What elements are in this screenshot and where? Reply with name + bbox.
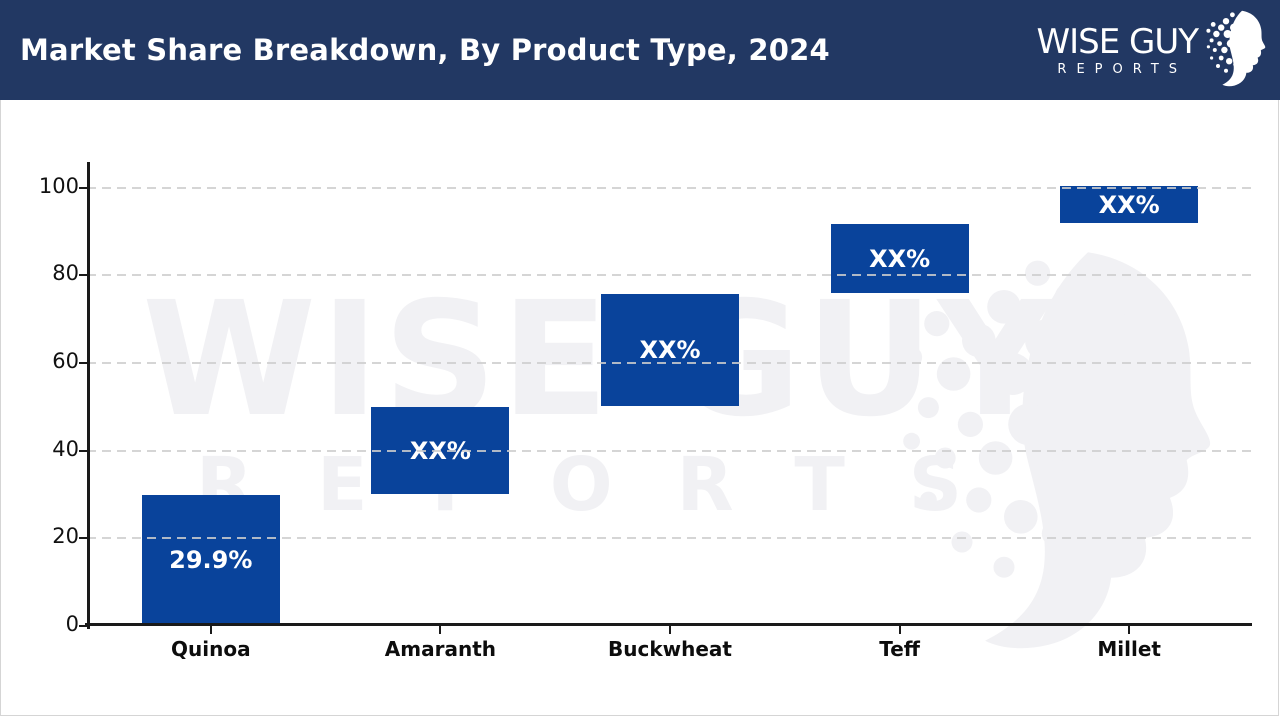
wise-guy-logo: WISE GUY REPORTS xyxy=(1036,8,1266,92)
logo-subtext: REPORTS xyxy=(1057,61,1188,77)
x-tick-millet xyxy=(1128,626,1131,634)
bar-value-label: 29.9% xyxy=(169,546,253,575)
x-category-label-amaranth: Amaranth xyxy=(384,637,496,661)
header: Market Share Breakdown, By Product Type,… xyxy=(0,0,1280,100)
x-category-label-millet: Millet xyxy=(1097,637,1161,661)
y-tick-label-100: 100 xyxy=(38,173,79,198)
y-axis-line xyxy=(87,162,90,629)
gridline-y-60 xyxy=(87,361,1252,364)
x-tick-teff xyxy=(898,626,901,634)
bar-value-label: XX% xyxy=(869,244,931,273)
y-tick-20 xyxy=(79,537,87,540)
x-category-label-quinoa: Quinoa xyxy=(171,637,251,661)
bar-value-label: XX% xyxy=(1098,190,1160,219)
watermark-subtext: REPORTS xyxy=(196,442,1027,528)
gridline-y-100 xyxy=(87,186,1252,189)
y-tick-label-20: 20 xyxy=(52,524,79,549)
logo-wordmark: WISE GUY xyxy=(1036,21,1199,62)
x-category-label-teff: Teff xyxy=(879,637,920,661)
x-tick-quinoa xyxy=(209,626,212,634)
y-tick-label-0: 0 xyxy=(65,612,79,636)
chart-title: Market Share Breakdown, By Product Type,… xyxy=(20,33,830,67)
x-tick-amaranth xyxy=(439,626,442,634)
gridline-y-20 xyxy=(87,537,1252,540)
gridline-y-40 xyxy=(87,449,1252,452)
gridline-y-80 xyxy=(87,274,1252,277)
bar-value-label: XX% xyxy=(639,336,701,365)
wise-guy-face-icon xyxy=(1206,10,1266,87)
y-tick-40 xyxy=(79,449,87,452)
x-axis-line xyxy=(85,623,1252,626)
bar-teff: XX% xyxy=(830,223,969,294)
watermark-wordmark: WISE GUY xyxy=(142,268,1057,452)
bar-quinoa: 29.9% xyxy=(141,494,280,626)
y-tick-60 xyxy=(79,361,87,364)
y-tick-80 xyxy=(79,274,87,277)
logo-text: WISE GUY REPORTS xyxy=(1036,21,1199,77)
bar-millet: XX% xyxy=(1060,186,1199,223)
x-tick-buckwheat xyxy=(669,626,671,634)
bar-buckwheat: XX% xyxy=(601,294,739,406)
x-category-label-buckwheat: Buckwheat xyxy=(608,637,732,661)
y-tick-label-80: 80 xyxy=(52,261,79,286)
y-tick-label-60: 60 xyxy=(52,348,79,373)
y-tick-100 xyxy=(79,186,87,189)
y-tick-0 xyxy=(79,625,87,627)
y-tick-label-40: 40 xyxy=(52,436,79,461)
